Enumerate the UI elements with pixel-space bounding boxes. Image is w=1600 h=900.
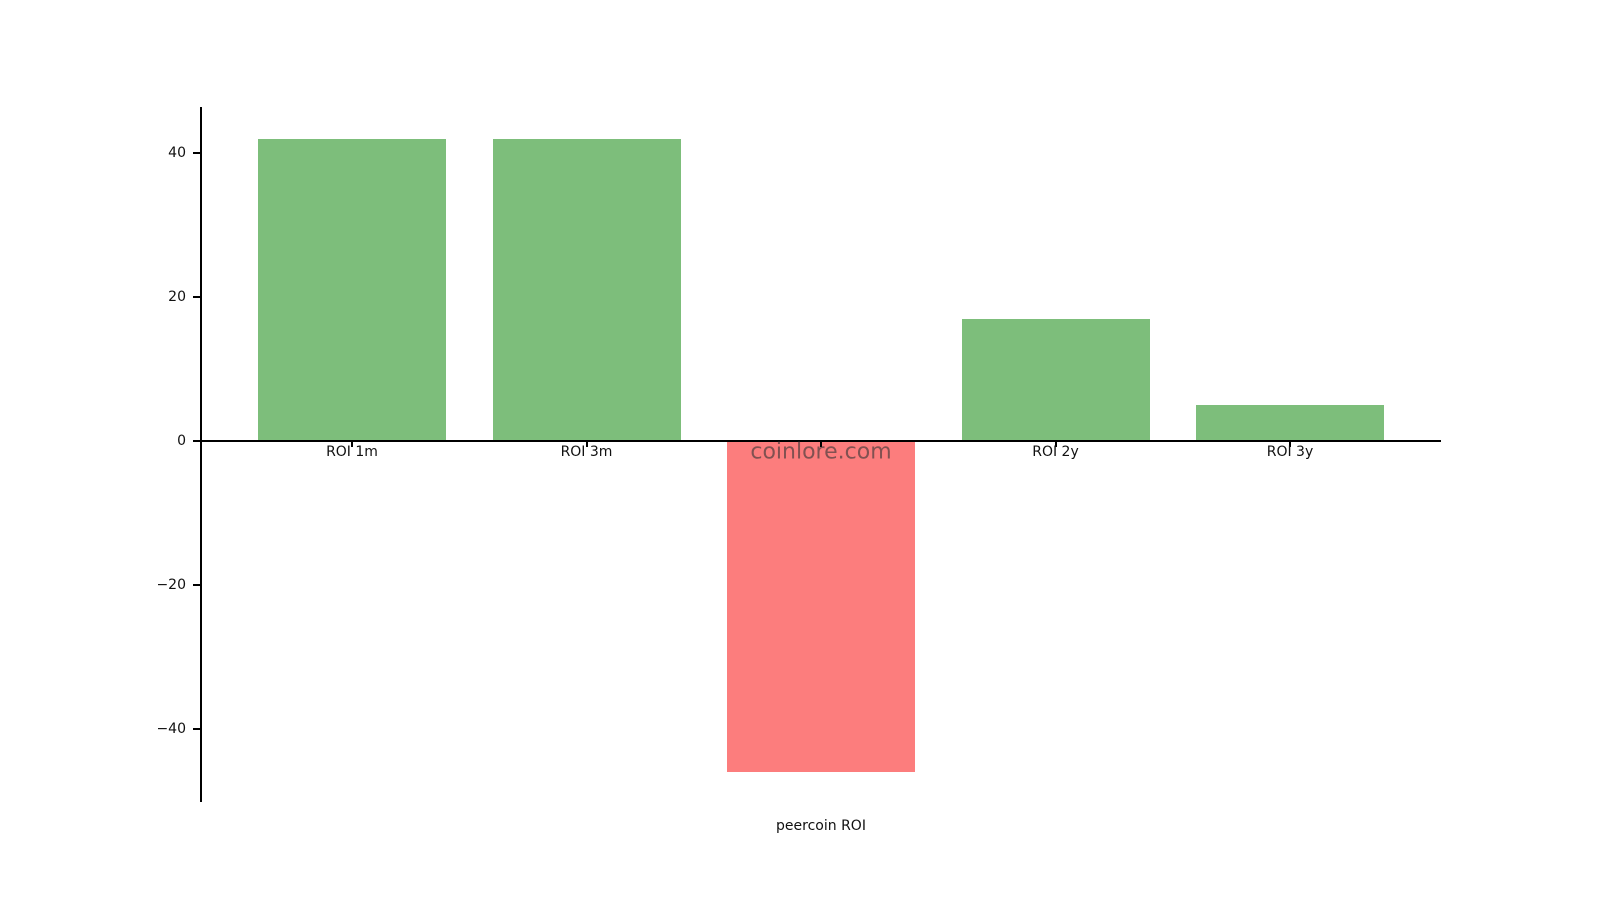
y-tick-0: [193, 440, 201, 442]
y-tick-label-0: 0: [177, 433, 186, 449]
x-tick-hidden-3: [820, 441, 822, 447]
bar-roi-2y: [961, 318, 1150, 441]
y-tick--20: [193, 584, 201, 586]
bar-roi-1m: [258, 138, 446, 441]
x-tick-roi-2y: [1054, 441, 1057, 447]
bar-hidden-3: [727, 441, 915, 773]
y-tick-label-40: 40: [168, 145, 186, 161]
x-tick-roi-1m: [351, 441, 353, 447]
y-tick-label-20: 20: [168, 289, 186, 305]
watermark-text: coinlore.com: [750, 439, 892, 465]
x-tick-roi-3m: [585, 441, 588, 447]
y-tick-20: [193, 296, 201, 298]
bar-roi-3m: [492, 138, 681, 441]
x-tick-label-roi-3m: ROI 3m: [560, 444, 613, 460]
y-tick-label--20: −20: [156, 577, 186, 593]
x-tick-label-roi-3y: ROI 3y: [1266, 444, 1314, 460]
x-axis-title: peercoin ROI: [776, 818, 866, 834]
y-axis-line: [200, 107, 202, 802]
x-tick-roi-3y: [1289, 441, 1291, 447]
bar-roi-3y: [1196, 405, 1384, 441]
y-tick-40: [193, 152, 201, 154]
x-tick-label-roi-2y: ROI 2y: [1032, 444, 1079, 460]
y-tick-label--40: −40: [156, 721, 186, 737]
x-tick-label-roi-1m: ROI 1m: [326, 444, 378, 460]
y-tick--40: [193, 728, 201, 730]
